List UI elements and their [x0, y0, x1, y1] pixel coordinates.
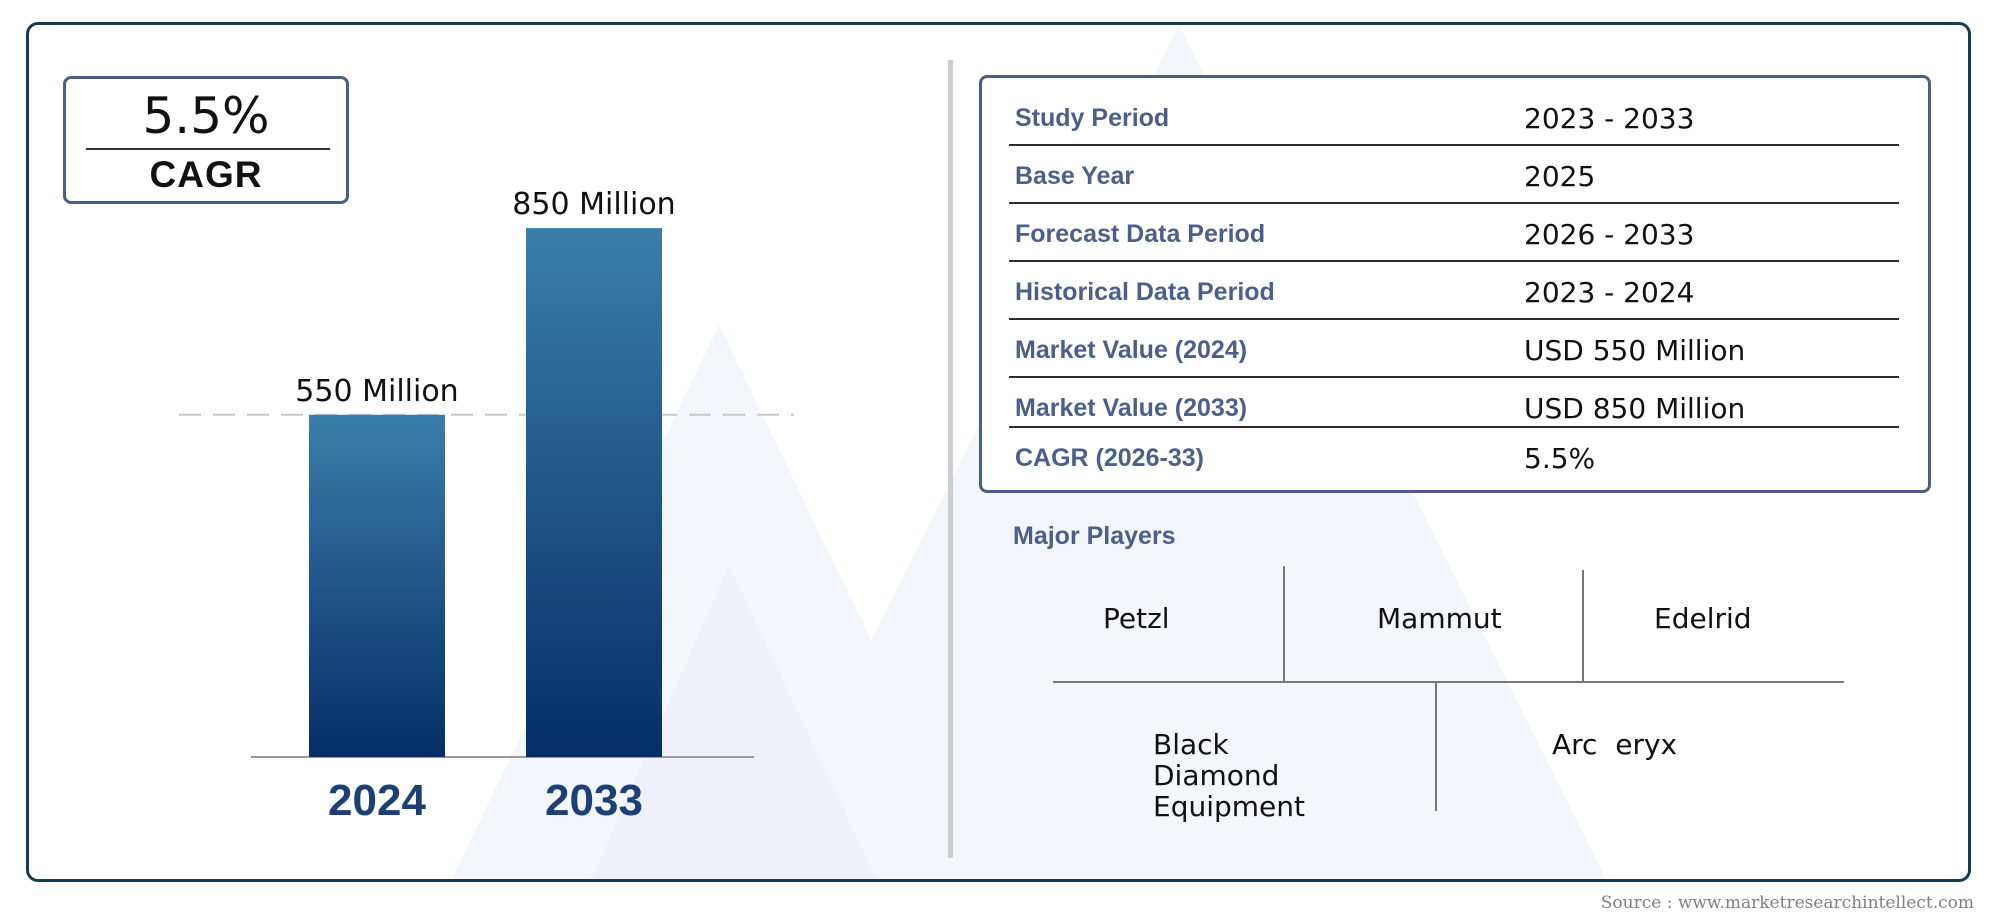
table-row-label: Base Year: [1015, 162, 1135, 190]
bar-2033: [526, 228, 662, 758]
market-value-bar-chart: 550 Million 2024 850 Million 2033: [179, 187, 794, 825]
players-divider-2: [1582, 570, 1584, 683]
category-label: 2024: [328, 776, 426, 825]
table-row-label: Market Value (2024): [1015, 336, 1248, 364]
cagr-label: CAGR: [149, 154, 263, 195]
table-row-label: Market Value (2033): [1015, 394, 1248, 422]
table-row-value: USD 850 Million: [1524, 392, 1746, 425]
cagr-box: 5.5% CAGR: [63, 76, 349, 204]
table-row-label: Historical Data Period: [1015, 278, 1275, 306]
table-row: Base Year 2025: [1009, 146, 1899, 204]
infographic-frame: 5.5% CAGR 550 Million 2024 850 Million 2033…: [26, 22, 1971, 882]
player-mammut: Mammut: [1377, 602, 1502, 635]
player-edelrid: Edelrid: [1654, 602, 1752, 635]
table-row-value: 2025: [1524, 160, 1596, 193]
players-row-divider: [1053, 681, 1844, 683]
table-row: Market Value (2033) USD 850 Million: [1009, 378, 1899, 428]
table-row: Market Value (2024) USD 550 Million: [1009, 320, 1899, 378]
bar-value-label: 850 Million: [512, 187, 675, 222]
cagr-divider-line: [86, 148, 330, 150]
category-label: 2033: [545, 776, 643, 825]
major-players-title: Major Players: [1013, 522, 1176, 550]
table-row: CAGR (2026-33) 5.5%: [1009, 428, 1899, 486]
source-attribution: Source : www.marketresearchintellect.com: [1600, 893, 1974, 913]
table-row-value: 5.5%: [1524, 442, 1596, 475]
table-row: Forecast Data Period 2026 - 2033: [1009, 204, 1899, 262]
table-row: Study Period 2023 - 2033: [1009, 88, 1899, 146]
bar-value-label: 550 Million: [295, 374, 458, 409]
table-row-label: Forecast Data Period: [1015, 220, 1266, 248]
bar-2024: [309, 414, 445, 757]
table-row-label: CAGR (2026-33): [1015, 444, 1204, 472]
player-arcteryx: Arc eryx: [1552, 728, 1678, 761]
player-black-diamond-equipment: Black Diamond Equipment: [1153, 728, 1305, 823]
table-row-label: Study Period: [1015, 104, 1170, 132]
section-divider: [948, 60, 953, 858]
market-summary-table: Study Period 2023 - 2033 Base Year 2025 Fore…: [979, 75, 1931, 493]
table-row-value: 2026 - 2033: [1524, 218, 1695, 251]
table-row-value: USD 550 Million: [1524, 334, 1746, 367]
player-petzl: Petzl: [1103, 602, 1170, 635]
cagr-value: 5.5%: [142, 87, 270, 145]
table-row-value: 2023 - 2024: [1524, 276, 1695, 309]
table-row: Historical Data Period 2023 - 2024: [1009, 262, 1899, 320]
players-divider-3: [1435, 683, 1437, 811]
players-divider-1: [1283, 566, 1285, 683]
table-row-value: 2023 - 2033: [1524, 102, 1695, 135]
